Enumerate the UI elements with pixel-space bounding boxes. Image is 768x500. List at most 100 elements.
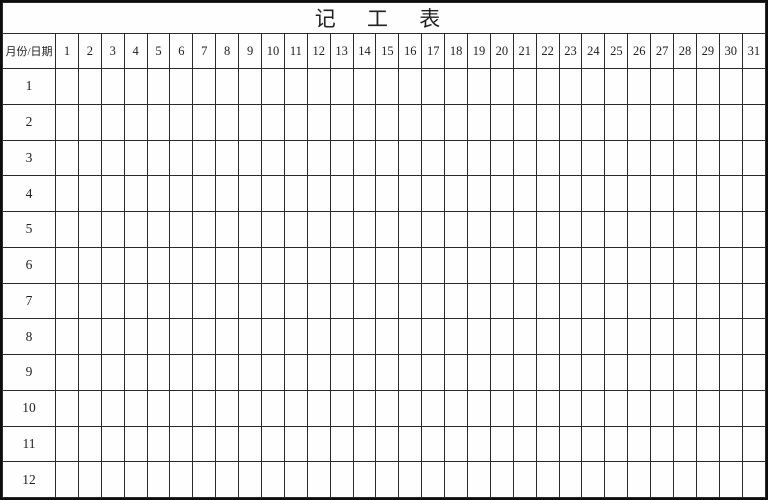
day-cell — [512, 68, 537, 105]
day-cell — [421, 211, 446, 248]
day-cell — [123, 425, 148, 463]
day-cell — [650, 175, 675, 212]
day-cell — [283, 354, 308, 391]
day-header: 11 — [283, 33, 308, 69]
day-cell — [673, 175, 697, 212]
day-cell — [512, 425, 537, 463]
day-cell — [100, 103, 125, 141]
day-cell — [55, 318, 79, 355]
day-cell — [604, 282, 629, 320]
day-cell — [146, 318, 171, 355]
day-cell — [695, 318, 720, 355]
day-cell — [306, 389, 331, 427]
day-cell — [261, 103, 285, 141]
day-cell — [558, 282, 583, 320]
day-cell — [512, 318, 537, 355]
day-cell — [535, 354, 560, 391]
day-cell — [604, 103, 629, 141]
month-row: 10 — [2, 389, 766, 427]
day-cell — [375, 282, 400, 320]
day-header: 18 — [444, 33, 469, 69]
month-label: 11 — [2, 425, 56, 463]
day-cell — [283, 461, 308, 498]
day-cell — [352, 354, 377, 391]
day-cell — [238, 103, 263, 141]
day-cell — [306, 282, 331, 320]
day-header: 13 — [329, 33, 354, 69]
day-header: 20 — [489, 33, 514, 69]
day-cell — [55, 246, 79, 284]
day-cell — [123, 461, 148, 498]
day-header: 21 — [512, 33, 537, 69]
day-cell — [329, 139, 354, 177]
day-cell — [261, 425, 285, 463]
day-cell — [329, 175, 354, 212]
day-cell — [123, 318, 148, 355]
day-cell — [55, 282, 79, 320]
day-cell — [535, 425, 560, 463]
day-cell — [329, 103, 354, 141]
day-cell — [306, 139, 331, 177]
day-cell — [718, 389, 743, 427]
day-cell — [169, 354, 194, 391]
day-cell — [650, 389, 675, 427]
day-cell — [306, 425, 331, 463]
day-cell — [352, 139, 377, 177]
day-cell — [215, 282, 240, 320]
day-cell — [604, 389, 629, 427]
day-cell — [55, 461, 79, 498]
day-cell — [718, 461, 743, 498]
day-cell — [169, 282, 194, 320]
day-cell — [421, 461, 446, 498]
day-cell — [444, 103, 469, 141]
day-cell — [283, 282, 308, 320]
day-cell — [215, 425, 240, 463]
day-cell — [489, 425, 514, 463]
day-cell — [352, 175, 377, 212]
day-cell — [421, 282, 446, 320]
day-header: 23 — [558, 33, 583, 69]
day-cell — [695, 282, 720, 320]
day-cell — [673, 103, 697, 141]
day-cell — [55, 425, 79, 463]
day-cell — [489, 175, 514, 212]
day-cell — [650, 211, 675, 248]
day-cell — [581, 461, 606, 498]
day-cell — [398, 354, 423, 391]
day-cell — [467, 318, 491, 355]
day-cell — [718, 175, 743, 212]
day-cell — [352, 282, 377, 320]
title-row: 记 工 表 — [2, 2, 766, 34]
day-cell — [352, 68, 377, 105]
day-cell — [55, 389, 79, 427]
day-header: 2 — [77, 33, 102, 69]
day-cell — [261, 282, 285, 320]
day-cell — [329, 461, 354, 498]
day-cell — [604, 175, 629, 212]
day-header: 10 — [261, 33, 285, 69]
day-cell — [535, 282, 560, 320]
day-cell — [192, 389, 217, 427]
day-cell — [215, 103, 240, 141]
day-cell — [123, 282, 148, 320]
day-cell — [169, 211, 194, 248]
day-cell — [581, 175, 606, 212]
day-cell — [261, 211, 285, 248]
day-cell — [238, 68, 263, 105]
day-cell — [512, 246, 537, 284]
day-cell — [283, 103, 308, 141]
day-cell — [673, 211, 697, 248]
day-cell — [581, 211, 606, 248]
day-cell — [169, 103, 194, 141]
day-cell — [444, 389, 469, 427]
day-cell — [146, 175, 171, 212]
day-cell — [55, 175, 79, 212]
day-cell — [77, 354, 102, 391]
day-cell — [375, 103, 400, 141]
day-cell — [467, 354, 491, 391]
day-cell — [238, 139, 263, 177]
day-header: 4 — [123, 33, 148, 69]
day-cell — [261, 139, 285, 177]
day-cell — [489, 103, 514, 141]
day-cell — [192, 139, 217, 177]
